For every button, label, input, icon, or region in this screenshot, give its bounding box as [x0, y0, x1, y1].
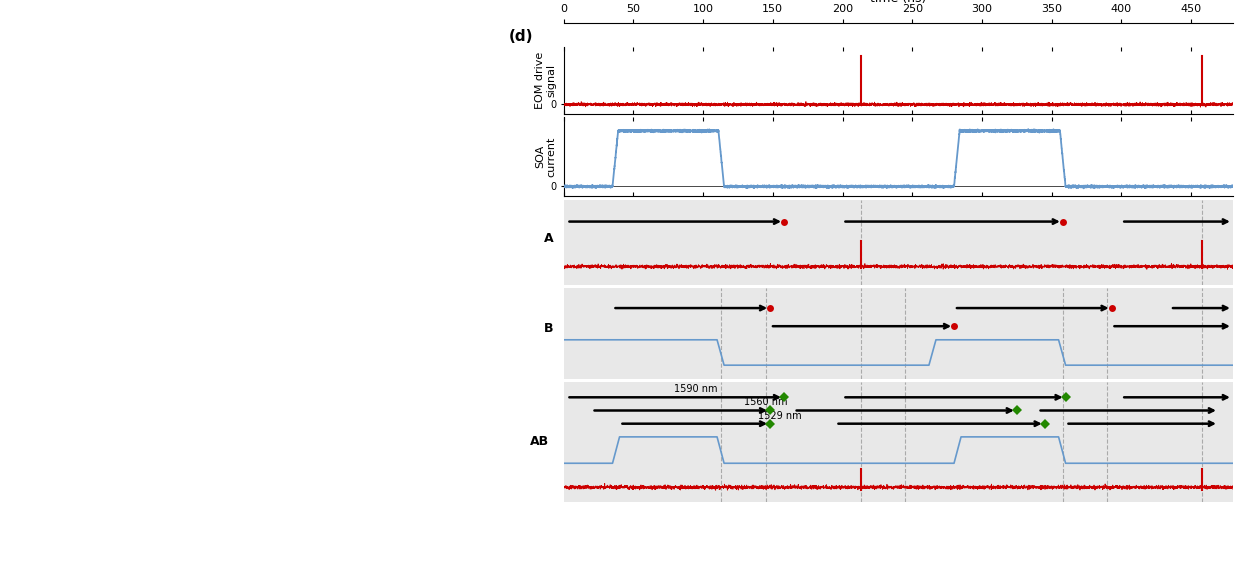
Text: 1560 nm: 1560 nm: [745, 397, 788, 408]
Text: 1590 nm: 1590 nm: [674, 384, 717, 394]
Text: AB: AB: [530, 435, 549, 448]
Text: B: B: [544, 322, 554, 335]
Text: (d): (d): [508, 29, 533, 44]
Text: 1529 nm: 1529 nm: [758, 411, 802, 421]
X-axis label: time (ns): time (ns): [870, 0, 927, 5]
Y-axis label: EOM drive
signal: EOM drive signal: [535, 52, 556, 109]
Text: A: A: [544, 232, 554, 245]
Y-axis label: SOA
current: SOA current: [535, 136, 556, 177]
